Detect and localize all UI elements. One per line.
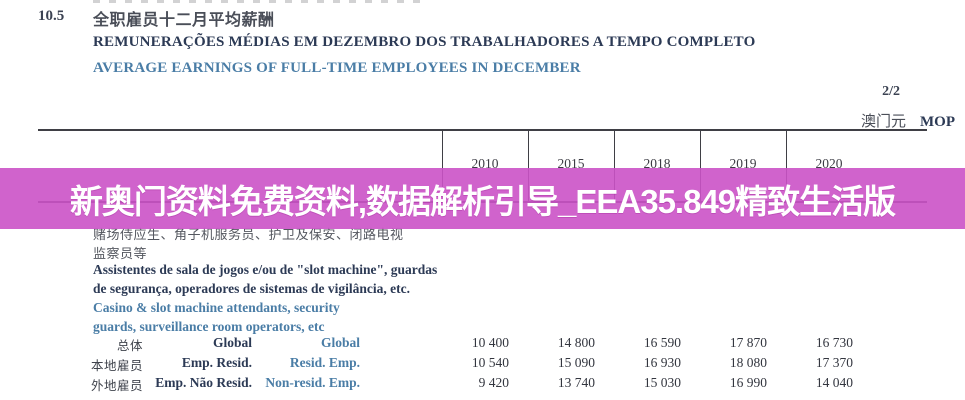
column-header-year: 2010 [471,156,499,171]
category-label-pt-line2: de segurança, operadores de sistemas de … [93,281,410,296]
column-header-year: 2018 [643,156,671,171]
category-label-en-line2: guards, surveillance room operators, etc [93,319,325,334]
row-label-pt: Emp. Não Resid. [155,375,252,390]
ad-banner-text[interactable]: 新奥门资料免费资料,数据解析引导_EEA35.849精致生活版 [69,182,896,220]
cell-value: 9 420 [478,375,509,390]
table-title-en: AVERAGE EARNINGS OF FULL-TIME EMPLOYEES … [93,60,581,76]
column-divider [786,131,787,202]
cell-value: 17 370 [815,355,853,370]
cell-value: 13 740 [557,375,595,390]
cell-value: 16 590 [643,335,681,350]
table-row: 本地雇员 Emp. Resid. Resid. Emp. 10 540 15 0… [0,355,965,373]
currency-unit-en: MOP [920,114,955,130]
row-label-pt: Emp. Resid. [181,355,252,370]
clipped-scan-artifact [93,0,423,3]
table-top-rule [38,129,927,131]
table-row: 总体 Global Global 10 400 14 800 16 590 17… [0,335,965,353]
column-divider [614,131,615,202]
section-number: 10.5 [38,8,65,24]
cell-value: 16 730 [815,335,853,350]
cell-value: 17 870 [729,335,767,350]
column-divider [700,131,701,202]
row-label-en: Global [320,335,360,350]
category-label-pt-line1: Assistentes de sala de jogos e/ou de "sl… [93,262,438,277]
cell-value: 15 030 [643,375,681,390]
table-title-pt: REMUNERAÇÕES MÉDIAS EM DEZEMBRO DOS TRAB… [93,34,756,50]
column-divider [528,131,529,202]
table-title-zh: 全职雇员十二月平均薪酬 [93,12,275,29]
cell-value: 14 800 [557,335,595,350]
cell-value: 10 540 [471,355,509,370]
cell-value: 18 080 [729,355,767,370]
cell-value: 16 990 [729,375,767,390]
column-header-year: 2015 [557,156,585,171]
cell-value: 15 090 [557,355,595,370]
row-label-en: Resid. Emp. [289,355,360,370]
row-label-zh: 外地雇员 [90,379,143,393]
cell-value: 16 930 [643,355,681,370]
cell-value: 14 040 [815,375,853,390]
category-label-en-line1: Casino & slot machine attendants, securi… [93,300,340,315]
cell-value: 10 400 [471,335,509,350]
row-label-zh: 本地雇员 [90,359,143,373]
row-label-en: Non-resid. Emp. [265,375,360,390]
page-number: 2/2 [882,84,900,99]
column-header-year: 2020 [815,156,843,171]
row-label-zh: 总体 [116,339,143,353]
ad-banner-overlay[interactable]: 新奥门资料免费资料,数据解析引导_EEA35.849精致生活版 [0,168,965,229]
category-label-zh-line2: 监察员等 [93,246,148,261]
row-label-pt: Global [212,335,252,350]
column-header-year: 2019 [729,156,757,171]
table-row: 外地雇员 Emp. Não Resid. Non-resid. Emp. 9 4… [0,375,965,393]
category-label-zh-line1: 赌场侍应生、角子机服务员、护卫及保安、闭路电视 [93,227,404,242]
currency-unit: 澳门元 MOP [700,110,955,131]
currency-unit-zh: 澳门元 [860,114,906,130]
column-divider [442,131,443,202]
